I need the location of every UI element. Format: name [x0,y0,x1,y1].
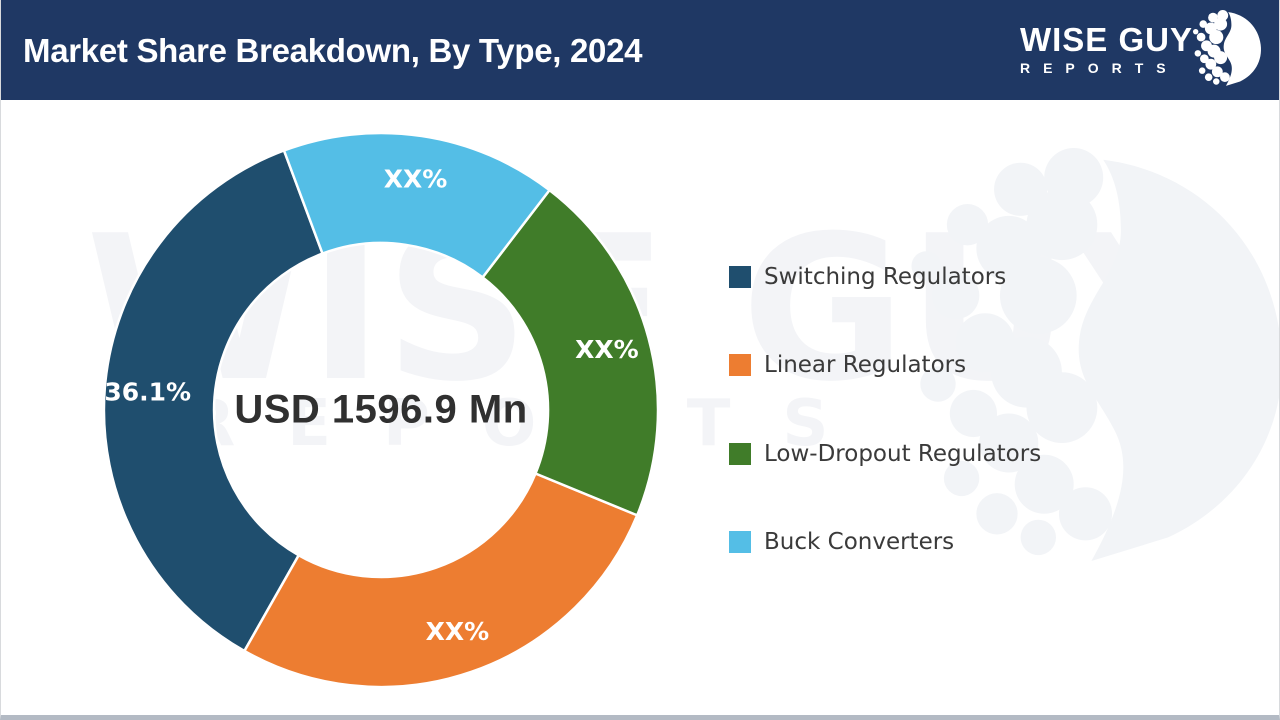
legend-item-switching-regulators[interactable]: Switching Regulators [729,255,1006,299]
pie-slice-linear-regulators[interactable] [243,472,639,689]
legend-swatch-buck [729,531,751,553]
slice-percent-label: XX% [384,165,448,194]
legend-item-linear-regulators[interactable]: Linear Regulators [729,343,966,387]
legend-swatch-switching [729,266,751,288]
logo-face-icon [1192,10,1261,86]
header-bar: Market Share Breakdown, By Type, 2024 WI… [1,0,1279,100]
logo-wordmark: WISE GUY [1019,21,1193,58]
legend-label: Switching Regulators [764,264,1007,290]
legend-label: Linear Regulators [764,352,967,378]
wise-guy-logo: WISE GUY REPORTS [1020,10,1265,88]
pie-slice-buck-converters[interactable] [282,131,551,279]
watermark-reports-text: REPORTS [186,387,881,461]
slice-percent-label: 36.1% [104,378,191,407]
legend-item-low-dropout-regulators[interactable]: Low-Dropout Regulators [729,432,1041,476]
page-title: Market Share Breakdown, By Type, 2024 [23,32,643,69]
slice-percent-label: XX% [575,335,639,364]
logo-text: WISE GUY REPORTS [1019,21,1193,77]
legend-swatch-low-dropout [729,443,751,465]
chart-center-value: USD 1596.9 Mn [234,387,528,432]
chart-legend: Switching Regulators Linear Regulators L… [729,255,1149,575]
pie-slice-low-dropout-regulators[interactable] [481,188,660,517]
pie-slice-switching-regulators[interactable] [102,149,324,653]
legend-item-buck-converters[interactable]: Buck Converters [729,520,954,564]
logo-subtitle: REPORTS [1019,60,1179,76]
slice-percent-label: XX% [426,617,490,646]
legend-label: Buck Converters [764,529,955,555]
legend-swatch-linear [729,354,751,376]
legend-label: Low-Dropout Regulators [764,441,1042,467]
